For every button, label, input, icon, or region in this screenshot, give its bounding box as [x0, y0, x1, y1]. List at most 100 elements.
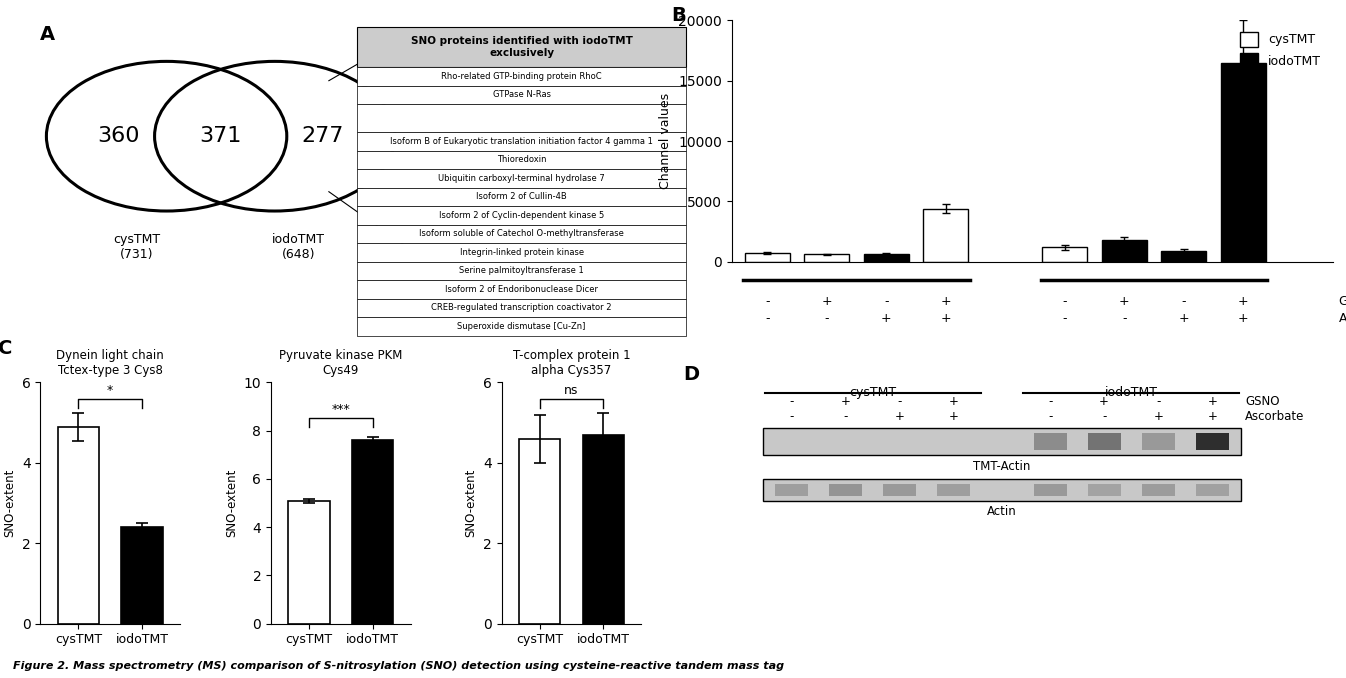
Bar: [763, 479, 1241, 500]
Bar: [1102, 240, 1147, 262]
Text: -: -: [1062, 296, 1067, 308]
Text: -: -: [790, 410, 794, 422]
Title: Pyruvate kinase PKM
Cys49: Pyruvate kinase PKM Cys49: [279, 349, 402, 377]
Bar: [357, 243, 686, 262]
Text: C: C: [0, 339, 13, 358]
Text: TMT-Actin: TMT-Actin: [973, 460, 1031, 473]
Text: A: A: [40, 25, 55, 44]
Bar: [357, 104, 686, 132]
Text: cysTMT
(731): cysTMT (731): [113, 233, 160, 261]
Text: +: +: [895, 410, 905, 422]
Y-axis label: SNO-extent: SNO-extent: [464, 469, 478, 537]
Bar: [353, 440, 393, 624]
Text: +: +: [1207, 395, 1217, 408]
Bar: [1088, 433, 1121, 450]
Bar: [1195, 433, 1229, 450]
Text: D: D: [684, 365, 700, 384]
Text: Isoform 2 of Cyclin-dependent kinase 5: Isoform 2 of Cyclin-dependent kinase 5: [439, 211, 604, 220]
Y-axis label: SNO-extent: SNO-extent: [225, 469, 238, 537]
Text: GSNO: GSNO: [1338, 296, 1346, 308]
Text: Isoform 2 of Cullin-4B: Isoform 2 of Cullin-4B: [476, 193, 567, 201]
Bar: [583, 435, 625, 624]
Text: *: *: [108, 384, 113, 397]
Text: +: +: [1207, 410, 1217, 422]
Bar: [805, 254, 849, 262]
Text: -: -: [1049, 395, 1053, 408]
Bar: [763, 428, 1241, 455]
Bar: [1141, 484, 1175, 496]
Title: Dynein light chain
Tctex-type 3 Cys8: Dynein light chain Tctex-type 3 Cys8: [57, 349, 164, 377]
Bar: [58, 426, 100, 624]
Bar: [357, 188, 686, 206]
Text: Ascorbate: Ascorbate: [1245, 410, 1304, 422]
Bar: [775, 484, 808, 496]
Text: Thioredoxin: Thioredoxin: [497, 155, 546, 164]
Bar: [864, 254, 909, 262]
Text: +: +: [941, 296, 952, 308]
Text: +: +: [1119, 296, 1129, 308]
Bar: [357, 298, 686, 317]
Bar: [937, 484, 970, 496]
Bar: [520, 439, 560, 624]
Bar: [357, 206, 686, 224]
Text: -: -: [1049, 410, 1053, 422]
Text: ns: ns: [564, 384, 579, 397]
Bar: [923, 209, 968, 262]
Text: iodoTMT
(648): iodoTMT (648): [272, 233, 326, 261]
Text: -: -: [825, 313, 829, 325]
Bar: [288, 500, 330, 624]
Text: +: +: [949, 410, 958, 422]
Text: -: -: [765, 296, 770, 308]
Bar: [1034, 433, 1066, 450]
Text: +: +: [941, 313, 952, 325]
Bar: [357, 132, 686, 151]
Text: -: -: [1123, 313, 1127, 325]
Text: Superoxide dismutase [Cu-Zn]: Superoxide dismutase [Cu-Zn]: [458, 322, 586, 331]
Text: -: -: [884, 296, 888, 308]
Text: GTPase N-Ras: GTPase N-Ras: [493, 90, 551, 100]
Text: Ubiquitin carboxyl-terminal hydrolase 7: Ubiquitin carboxyl-terminal hydrolase 7: [439, 174, 604, 183]
Text: SNO proteins identified with iodoTMT
exclusively: SNO proteins identified with iodoTMT exc…: [411, 37, 633, 58]
Bar: [357, 85, 686, 104]
Y-axis label: SNO-extent: SNO-extent: [3, 469, 16, 537]
Bar: [1042, 247, 1088, 262]
Text: Isoform B of Eukaryotic translation initiation factor 4 gamma 1: Isoform B of Eukaryotic translation init…: [390, 137, 653, 146]
Text: Isoform soluble of Catechol O-methyltransferase: Isoform soluble of Catechol O-methyltran…: [419, 229, 625, 238]
Bar: [357, 169, 686, 188]
Bar: [1141, 433, 1175, 450]
Text: +: +: [1238, 313, 1249, 325]
Bar: [829, 484, 863, 496]
Bar: [883, 484, 917, 496]
Text: GSNO: GSNO: [1245, 395, 1280, 408]
Bar: [1088, 484, 1121, 496]
Text: Isoform 2 of Endoribonuclease Dicer: Isoform 2 of Endoribonuclease Dicer: [446, 285, 598, 294]
Text: Actin: Actin: [987, 505, 1016, 518]
Text: +: +: [880, 313, 891, 325]
Bar: [1221, 62, 1265, 262]
Text: +: +: [821, 296, 832, 308]
Text: Serine palmitoyltransferase 1: Serine palmitoyltransferase 1: [459, 266, 584, 275]
Text: +: +: [1100, 395, 1109, 408]
Text: +: +: [1238, 296, 1249, 308]
Text: +: +: [949, 395, 958, 408]
Text: -: -: [1182, 296, 1186, 308]
Text: +: +: [1154, 410, 1163, 422]
Bar: [357, 27, 686, 67]
Text: Integrin-linked protein kinase: Integrin-linked protein kinase: [459, 248, 584, 257]
Bar: [1162, 251, 1206, 262]
Text: -: -: [844, 410, 848, 422]
Bar: [357, 67, 686, 85]
Bar: [744, 254, 790, 262]
Text: -: -: [1102, 410, 1106, 422]
Text: -: -: [790, 395, 794, 408]
Legend: cysTMT, iodoTMT: cysTMT, iodoTMT: [1234, 26, 1326, 73]
Text: -: -: [1062, 313, 1067, 325]
Text: Rho-related GTP-binding protein RhoC: Rho-related GTP-binding protein RhoC: [441, 72, 602, 81]
Text: -: -: [1156, 395, 1160, 408]
Bar: [357, 262, 686, 280]
Text: CREB-regulated transcription coactivator 2: CREB-regulated transcription coactivator…: [431, 303, 612, 313]
Bar: [357, 224, 686, 243]
Text: Figure 2. Mass spectrometry (MS) comparison of S-nitrosylation (SNO) detection u: Figure 2. Mass spectrometry (MS) compari…: [13, 661, 785, 671]
Bar: [121, 527, 163, 624]
Y-axis label: Channel values: Channel values: [660, 93, 673, 189]
